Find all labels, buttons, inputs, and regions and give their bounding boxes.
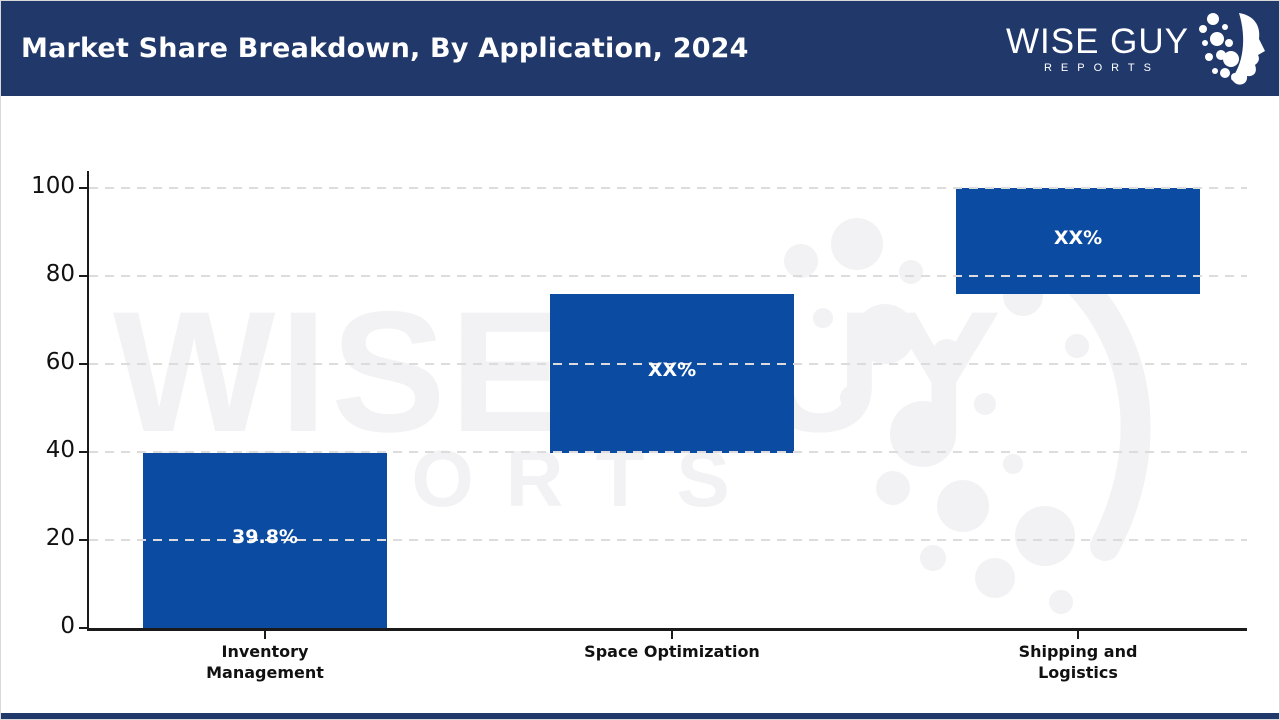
y-tick-label-60: 60: [45, 349, 75, 375]
x-tick-3: [1077, 631, 1079, 639]
gridline-20: [89, 539, 1247, 541]
y-tick-label-40: 40: [45, 437, 75, 463]
x-axis-line: [87, 628, 1247, 631]
bar-value-label-3: XX%: [1053, 227, 1103, 250]
brand-logo: WISE GUY REPORTS: [1006, 1, 1265, 96]
y-tick-60: [79, 363, 87, 365]
footer-bar: [1, 713, 1279, 719]
y-tick-label-80: 80: [45, 261, 75, 287]
brand-subname: REPORTS: [1043, 61, 1160, 74]
brand-logo-text: WISE GUY REPORTS: [1006, 24, 1189, 74]
header-bar: Market Share Breakdown, By Application, …: [1, 1, 1279, 96]
x-tick-1: [264, 631, 266, 639]
y-tick-40: [79, 451, 87, 453]
x-category-label-3: Shipping and Logistics: [1018, 642, 1138, 682]
x-category-label-1: Inventory Management: [206, 642, 324, 682]
brand-name: WISE GUY: [1005, 21, 1189, 61]
y-tick-label-0: 0: [60, 613, 75, 639]
gridline-100: [89, 187, 1247, 189]
page-title: Market Share Breakdown, By Application, …: [21, 33, 749, 64]
gridline-60: [89, 363, 1247, 365]
x-category-label-2: Space Optimization: [584, 642, 760, 661]
y-tick-100: [79, 187, 87, 189]
y-tick-label-20: 20: [45, 525, 75, 551]
gridline-80: [89, 275, 1247, 277]
y-tick-label-100: 100: [31, 173, 75, 199]
y-axis-line: [87, 171, 89, 631]
watermark-face-icon: [784, 218, 1151, 614]
y-tick-0: [79, 627, 87, 629]
bar-value-label-2: XX%: [647, 359, 697, 382]
y-tick-80: [79, 275, 87, 277]
gridline-40: [89, 451, 1247, 453]
bar-value-label-1: 39.8%: [232, 526, 298, 549]
brand-face-icon: [1199, 12, 1265, 85]
y-tick-20: [79, 539, 87, 541]
bar-2: [550, 294, 794, 453]
x-tick-2: [671, 631, 673, 639]
